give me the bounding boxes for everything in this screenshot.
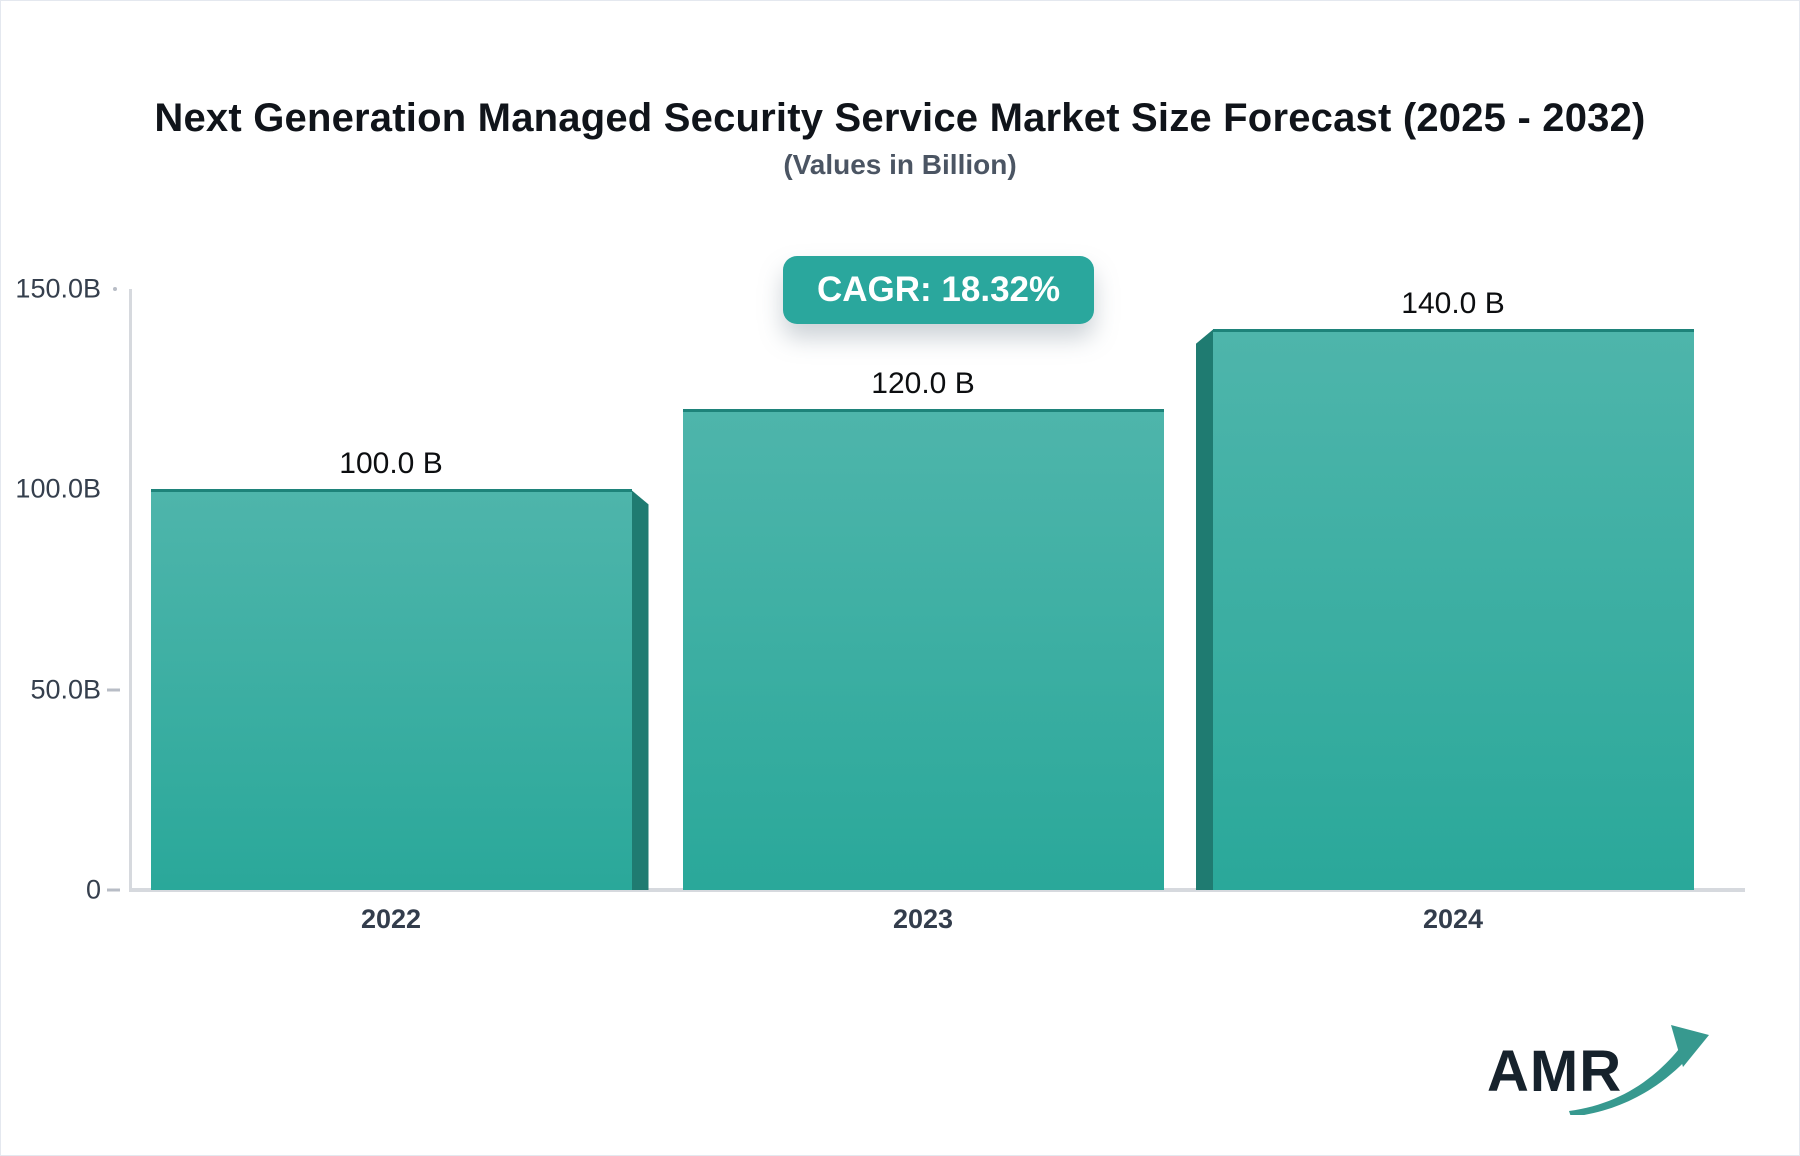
bar-3d-side xyxy=(630,489,649,890)
bar-value-label: 120.0 B xyxy=(871,367,975,401)
bar xyxy=(150,489,632,890)
x-axis-line xyxy=(129,888,1745,892)
y-axis-tick-label: 50.0B xyxy=(30,674,101,705)
amr-logo: AMR xyxy=(1487,1023,1717,1115)
bar xyxy=(682,409,1164,890)
y-axis-tick-label: 100.0B xyxy=(15,473,101,504)
bar-value-label: 140.0 B xyxy=(1401,287,1505,321)
x-axis-tick-label: 2023 xyxy=(892,904,954,934)
growth-arrow-icon xyxy=(1569,1025,1709,1115)
amr-logo-text: AMR xyxy=(1487,1039,1623,1104)
bar-3d-side xyxy=(1195,329,1214,890)
x-axis-tick-label: 2022 xyxy=(360,904,422,934)
chart-subtitle: (Values in Billion) xyxy=(783,149,1017,180)
y-axis-tick-label: 150.0B xyxy=(15,273,101,304)
y-axis-tick-label: 0 xyxy=(85,874,101,905)
y-axis-line xyxy=(129,289,132,890)
chart-title: Next Generation Managed Security Service… xyxy=(154,96,1646,140)
y-axis-tick-mark xyxy=(107,688,120,692)
y-axis-tick-mark xyxy=(107,888,120,892)
bar xyxy=(1212,329,1694,890)
y-axis-tick-mark xyxy=(113,287,117,291)
cagr-badge: CAGR: 18.32% xyxy=(783,256,1095,324)
x-axis-tick-label: 2024 xyxy=(1422,904,1484,934)
bar-value-label: 100.0 B xyxy=(339,447,443,481)
